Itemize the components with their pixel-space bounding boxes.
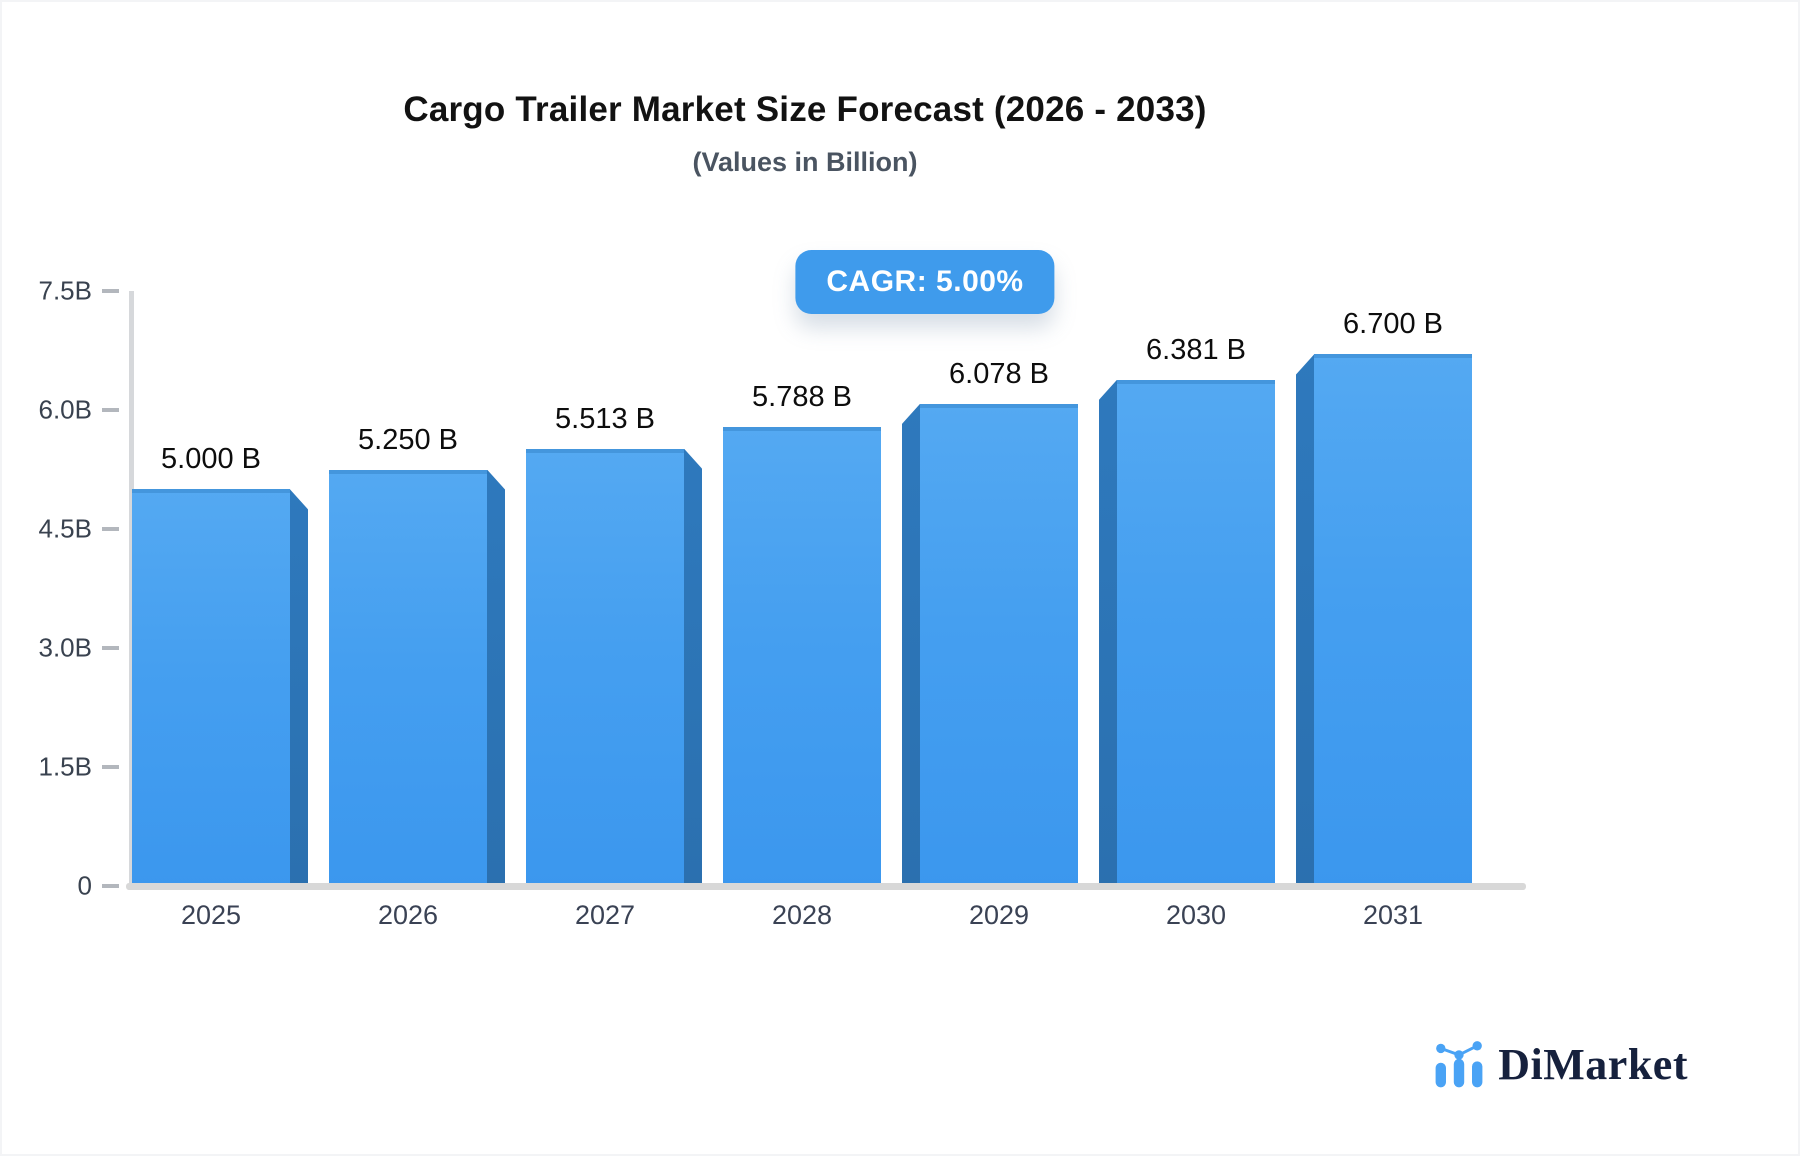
chart-header: Cargo Trailer Market Size Forecast (2026… [0, 90, 1610, 178]
bar-value-label: 5.788 B [752, 380, 852, 413]
y-axis-tick-mark [102, 765, 119, 769]
y-axis-tick-label: 7.5B [38, 275, 93, 306]
y-axis-tick-mark [102, 527, 119, 531]
bar-value-label: 5.513 B [555, 402, 655, 435]
x-axis-category-label: 2026 [377, 900, 439, 930]
x-axis-category-label: 2031 [1362, 900, 1424, 930]
y-axis-tick-label: 0 [77, 870, 92, 901]
y-axis-tick-label: 1.5B [38, 751, 93, 782]
y-axis-line [129, 291, 134, 886]
brand-logo-text: DiMarket [1498, 1039, 1688, 1089]
bar-chart-logo-icon [1433, 1038, 1485, 1090]
bar-2025 [132, 489, 290, 889]
bar-2028 [723, 426, 881, 889]
bar-3d-side-face [1296, 354, 1314, 889]
x-axis-category-label: 2025 [180, 900, 242, 930]
y-axis-tick-mark [102, 289, 119, 294]
bar-2027 [526, 448, 684, 889]
bar-value-label: 6.078 B [949, 357, 1049, 390]
bar-2031 [1314, 354, 1472, 889]
x-axis-category-label: 2028 [771, 900, 833, 930]
bar-value-label: 6.381 B [1146, 333, 1246, 366]
y-axis-tick-mark [102, 646, 119, 650]
chart-subtitle: (Values in Billion) [692, 147, 918, 177]
bar-value-label: 6.700 B [1343, 308, 1443, 341]
x-axis-category-label: 2030 [1165, 900, 1227, 930]
x-axis-category-label: 2027 [574, 900, 636, 930]
y-axis-tick-mark [102, 884, 119, 888]
cagr-badge: CAGR: 5.00% [795, 250, 1055, 314]
bar-2029 [920, 403, 1078, 889]
chart-title: Cargo Trailer Market Size Forecast (2026… [403, 90, 1207, 129]
bar-2026 [329, 469, 487, 889]
x-axis-category-label: 2029 [968, 900, 1030, 930]
bar-2030 [1117, 379, 1275, 889]
bar-value-label: 5.000 B [161, 443, 261, 476]
bar-3d-side-face [487, 469, 505, 889]
brand-logo: DiMarket [1433, 1038, 1688, 1090]
bar-value-label: 5.250 B [358, 423, 458, 456]
bar-3d-side-face [290, 489, 308, 889]
x-axis-ground-line [126, 883, 1526, 890]
bar-3d-side-face [684, 448, 702, 889]
y-axis-tick-label: 6.0B [38, 394, 93, 425]
y-axis-tick-label: 3.0B [38, 632, 93, 663]
bar-3d-side-face [902, 403, 920, 889]
y-axis-tick-mark [102, 408, 119, 413]
y-axis-tick-label: 4.5B [38, 513, 93, 544]
bar-3d-side-face [1099, 379, 1117, 889]
